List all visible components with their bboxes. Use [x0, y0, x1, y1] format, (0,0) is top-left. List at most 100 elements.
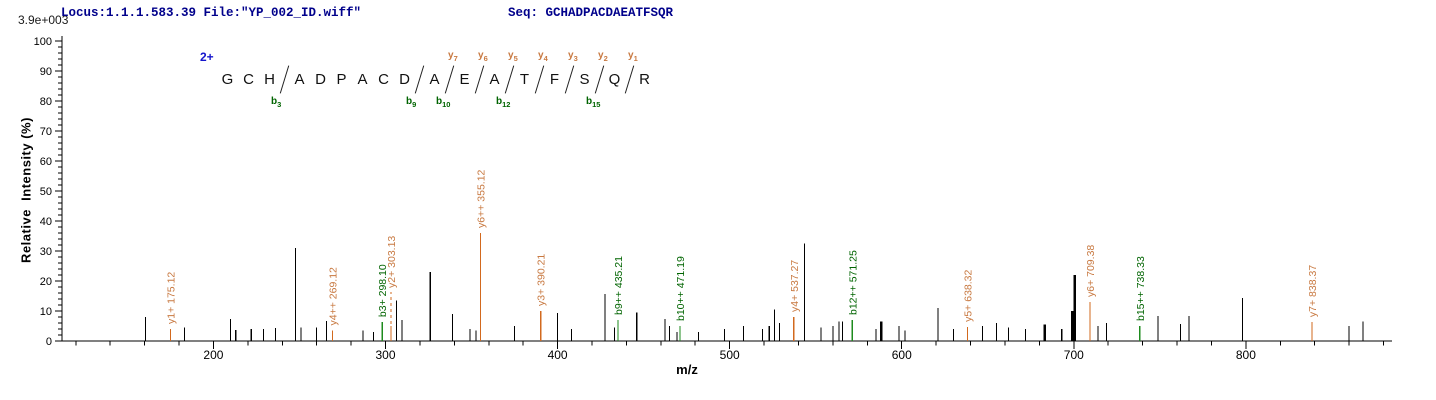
fragmentation-site-15: y2 b15 [586, 50, 608, 109]
peak-label: y3+ 390.21 [536, 254, 548, 306]
y-tick-label: 80 [40, 96, 52, 108]
labeled-peak: y3+ 390.21 [536, 254, 548, 341]
x-tick-label: 300 [375, 348, 395, 362]
b-ion-mark: b15 [586, 96, 601, 109]
peak-label: y1+ 175.12 [166, 272, 178, 324]
peak-label: y6++ 355.12 [475, 169, 487, 228]
residue-e-11: E [459, 71, 470, 88]
peak-label: y2+ 303.13 [386, 236, 398, 288]
labeled-peak: y4++ 269.12 [327, 267, 339, 341]
y-tick-label: 0 [46, 336, 52, 348]
peak-label: b10++ 471.19 [675, 256, 687, 321]
b-ion-mark: b12 [496, 96, 511, 109]
labeled-peak: y6+ 709.38 [1085, 245, 1097, 341]
peak-label: b15++ 738.33 [1135, 256, 1147, 321]
y-tick-label: 60 [40, 156, 52, 168]
cleavage-slash [504, 65, 515, 94]
residue-p-6: P [336, 71, 347, 88]
y-ion-mark: y7 [448, 50, 458, 63]
labeled-peak: b15++ 738.33 [1135, 256, 1147, 341]
cleavage-slash [594, 65, 605, 94]
fragmentation-site-13: y4 [534, 50, 548, 95]
labeled-peak: y4+ 537.27 [789, 260, 801, 341]
b-ion-mark: b9 [406, 96, 417, 109]
residue-r-17: R [639, 71, 650, 88]
y-ion-mark: y2 [598, 50, 608, 63]
peak-label: y4+ 537.27 [789, 260, 801, 312]
y-ion-mark: y3 [568, 50, 578, 63]
labeled-peak: y1+ 175.12 [166, 272, 178, 341]
cleavage-slash [279, 65, 290, 94]
residue-a-4: A [294, 71, 305, 88]
peak-label: b12++ 571.25 [847, 250, 859, 315]
cleavage-slash [534, 65, 545, 94]
labeled-peak: b9++ 435.21 [613, 256, 625, 341]
residue-a-7: A [357, 71, 368, 88]
y-ion-mark: y5 [508, 50, 518, 63]
cleavage-slash [564, 65, 575, 94]
cleavage-slash [474, 65, 485, 94]
peak-label: y6+ 709.38 [1085, 245, 1097, 297]
labeled-peak: b12++ 571.25 [847, 250, 859, 341]
peak-label: b3+ 298.10 [377, 264, 389, 317]
peak-label: y4++ 269.12 [327, 267, 339, 326]
labeled-peak: y2+ 303.13 [386, 236, 398, 341]
y-ion-mark: y6 [478, 50, 488, 63]
residue-f-14: F [549, 71, 560, 88]
residue-a-10: A [429, 71, 440, 88]
locus-file-header: Locus:1.1.1.583.39 File:"YP_002_ID.wiff" [61, 6, 362, 20]
y-tick-label: 50 [40, 186, 52, 198]
residue-t-13: T [519, 71, 530, 88]
x-tick-label: 200 [203, 348, 223, 362]
cleavage-slash [414, 65, 425, 94]
residue-d-9: D [399, 71, 410, 88]
y-axis-title: Relative Intensity (%) [18, 117, 34, 263]
residue-g-1: G [221, 71, 234, 88]
residue-c-8: C [378, 71, 389, 88]
residue-d-5: D [315, 71, 326, 88]
cleavage-slash [624, 65, 635, 94]
b-ion-mark: b10 [436, 96, 451, 109]
fragmentation-site-16: y1 [624, 50, 638, 95]
residue-q-16: Q [608, 71, 621, 88]
y-tick-label: 100 [34, 36, 52, 48]
x-tick-label: 700 [1064, 348, 1084, 362]
b-ion-mark: b3 [271, 96, 282, 109]
residue-s-15: S [579, 71, 590, 88]
fragmentation-site-9: b9 [406, 65, 425, 109]
fragmentation-site-14: y3 [564, 50, 578, 95]
peak-label: y7+ 838.37 [1307, 265, 1319, 317]
labeled-peak: y5+ 638.32 [963, 269, 975, 341]
cleavage-slash [444, 65, 455, 94]
intensity-scale-note: 3.9e+003 [18, 13, 69, 27]
y-ion-mark: y1 [628, 50, 638, 63]
labeled-peak: y7+ 838.37 [1307, 265, 1319, 341]
y-tick-label: 70 [40, 126, 52, 138]
fragmentation-site-3: b3 [271, 65, 290, 109]
labeled-peak: b3+ 298.10 [377, 264, 389, 341]
x-tick-label: 500 [720, 348, 740, 362]
fragmentation-site-11: y6 [474, 50, 488, 95]
y-tick-label: 90 [40, 66, 52, 78]
y-tick-label: 20 [40, 276, 52, 288]
residue-a-12: A [489, 71, 500, 88]
labeled-peak: b10++ 471.19 [675, 256, 687, 341]
y-tick-label: 40 [40, 216, 52, 228]
y-tick-label: 10 [40, 306, 52, 318]
residue-h-3: H [264, 71, 275, 88]
precursor-charge-label: 2+ [200, 50, 214, 64]
sequence-header: Seq: GCHADPACDAEATFSQR [508, 6, 674, 20]
fragmentation-site-12: y5 b12 [496, 50, 518, 109]
peak-label: b9++ 435.21 [613, 256, 625, 315]
x-tick-label: 800 [1236, 348, 1256, 362]
labeled-peak: y6++ 355.12 [475, 169, 487, 341]
x-tick-label: 600 [892, 348, 912, 362]
fragmentation-site-10: y7 b10 [436, 50, 458, 109]
x-axis-title: m/z [676, 362, 698, 377]
y-ion-mark: y4 [538, 50, 548, 63]
residue-c-2: C [243, 71, 254, 88]
x-tick-label: 400 [548, 348, 568, 362]
